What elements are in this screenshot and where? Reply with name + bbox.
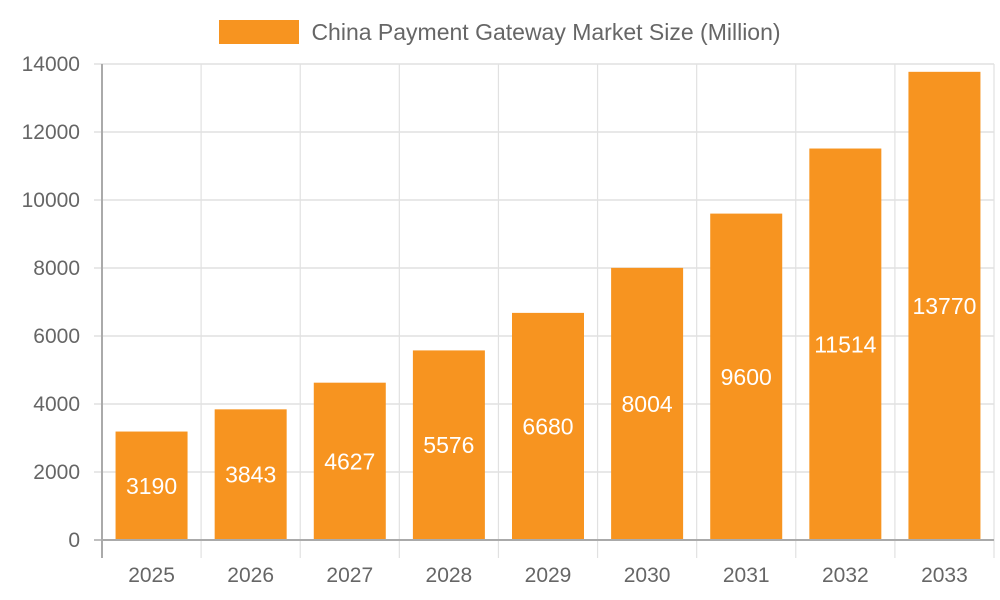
- x-tick-label: 2026: [227, 564, 274, 587]
- bar-2026[interactable]: [214, 409, 287, 540]
- bar-value-label: 3843: [225, 462, 276, 488]
- bar-value-label: 8004: [622, 391, 673, 417]
- bar-value-label: 5576: [423, 432, 474, 458]
- bar-2033[interactable]: [908, 71, 981, 540]
- bar-value-label: 11514: [814, 331, 876, 357]
- x-tick-label: 2025: [128, 564, 175, 587]
- bar-2030[interactable]: [611, 267, 684, 540]
- bar-value-label: 13770: [912, 293, 976, 319]
- x-tick-label: 2031: [723, 564, 770, 587]
- bar-value-label: 9600: [721, 364, 772, 390]
- bar-2029[interactable]: [512, 312, 584, 540]
- legend-label: China Payment Gateway Market Size (Milli…: [311, 18, 781, 45]
- bar-value-label: 6680: [522, 413, 573, 439]
- y-tick-label: 2000: [33, 461, 80, 484]
- x-tick-label: 2027: [326, 564, 373, 587]
- bar-2027[interactable]: [313, 382, 386, 540]
- x-tick-label: 2029: [525, 564, 572, 587]
- y-tick-label: 12000: [22, 121, 80, 144]
- chart-legend[interactable]: China Payment Gateway Market Size (Milli…: [0, 18, 1000, 46]
- bar-2025[interactable]: [115, 431, 188, 540]
- y-tick-label: 4000: [33, 393, 80, 416]
- bar-value-label: 4627: [324, 448, 375, 474]
- bar-2031[interactable]: [710, 213, 783, 540]
- x-tick-label: 2030: [624, 564, 671, 587]
- bar-2028[interactable]: [412, 350, 485, 540]
- y-tick-label: 8000: [33, 257, 80, 280]
- y-tick-label: 10000: [22, 189, 80, 212]
- x-tick-label: 2028: [426, 564, 473, 587]
- y-tick-label: 14000: [22, 53, 80, 76]
- y-tick-label: 6000: [33, 325, 80, 348]
- legend-swatch: [219, 20, 300, 44]
- bar-value-label: 3190: [126, 473, 177, 499]
- x-tick-label: 2033: [921, 564, 968, 587]
- x-tick-label: 2032: [822, 564, 869, 587]
- y-tick-label: 0: [68, 529, 80, 552]
- bar-2032[interactable]: [809, 148, 882, 541]
